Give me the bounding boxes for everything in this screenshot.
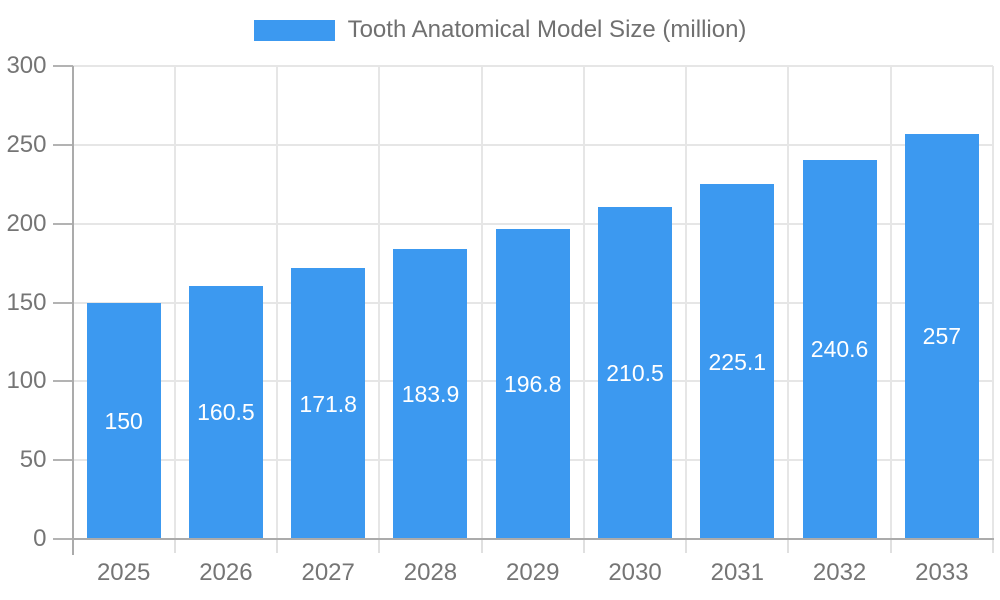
- x-tick: [480, 539, 483, 553]
- bar: [700, 184, 775, 539]
- x-gridline: [378, 66, 381, 539]
- x-gridline: [582, 66, 585, 539]
- bar-value-label: 171.8: [299, 390, 357, 417]
- x-axis-label: 2029: [506, 559, 560, 586]
- x-axis-label: 2033: [915, 559, 969, 586]
- y-gridline: [72, 222, 993, 225]
- bar: [904, 133, 979, 539]
- y-tick: [52, 65, 73, 67]
- x-axis-label: 2027: [301, 559, 355, 586]
- y-axis-label: 300: [6, 52, 47, 79]
- bar: [495, 228, 570, 539]
- y-tick: [52, 538, 73, 540]
- bar-value-label: 160.5: [197, 399, 255, 426]
- y-gridline: [72, 65, 993, 67]
- x-tick: [582, 539, 585, 553]
- bar: [86, 302, 161, 539]
- x-axis-label: 2028: [403, 559, 458, 586]
- y-axis-label: 250: [6, 130, 47, 158]
- x-tick: [685, 539, 688, 553]
- x-tick: [276, 539, 279, 553]
- y-tick: [52, 380, 73, 383]
- x-tick: [173, 539, 176, 553]
- y-gridline: [72, 143, 993, 146]
- y-tick: [52, 459, 73, 462]
- x-gridline: [787, 66, 790, 539]
- y-tick: [52, 301, 73, 304]
- bar: [188, 285, 263, 539]
- x-gridline: [173, 66, 176, 539]
- x-gridline: [889, 66, 892, 539]
- x-gridline: [685, 66, 688, 539]
- x-axis-label: 2026: [199, 559, 253, 586]
- x-axis-label: 2025: [96, 559, 151, 586]
- y-axis-label: 50: [19, 446, 47, 474]
- y-axis-label: 150: [6, 288, 47, 316]
- x-tick: [889, 539, 892, 553]
- y-axis-label: 100: [6, 367, 47, 395]
- x-axis-label: 2032: [812, 559, 867, 586]
- x-gridline: [276, 66, 279, 539]
- legend-label: Tooth Anatomical Model Size (million): [347, 16, 747, 43]
- bar-value-label: 196.8: [503, 370, 562, 397]
- legend-item[interactable]: Tooth Anatomical Model Size (million): [253, 16, 747, 44]
- x-tick: [378, 539, 381, 553]
- bar-value-label: 240.6: [810, 336, 869, 363]
- bar-value-label: 225.1: [708, 348, 767, 375]
- x-tick: [992, 539, 994, 553]
- bar-value-label: 210.5: [606, 360, 664, 387]
- bar: [393, 249, 468, 539]
- x-axis-label: 2030: [608, 559, 662, 586]
- y-axis-line: [71, 66, 74, 555]
- x-gridline: [480, 66, 483, 539]
- bar-value-label: 150: [104, 407, 143, 434]
- x-axis-line: [71, 538, 994, 540]
- bar: [291, 268, 366, 539]
- legend: Tooth Anatomical Model Size (million): [0, 16, 1000, 44]
- bar: [802, 159, 877, 539]
- y-axis-label: 0: [33, 525, 47, 552]
- y-axis-label: 200: [6, 209, 47, 237]
- y-tick: [52, 222, 73, 225]
- y-tick: [52, 143, 73, 146]
- bar-value-label: 183.9: [401, 381, 460, 408]
- x-gridline: [992, 66, 994, 539]
- bar-value-label: 257: [922, 323, 962, 350]
- x-tick: [787, 539, 790, 553]
- x-axis-label: 2031: [710, 559, 764, 586]
- legend-swatch: [253, 19, 335, 41]
- bar: [598, 207, 673, 539]
